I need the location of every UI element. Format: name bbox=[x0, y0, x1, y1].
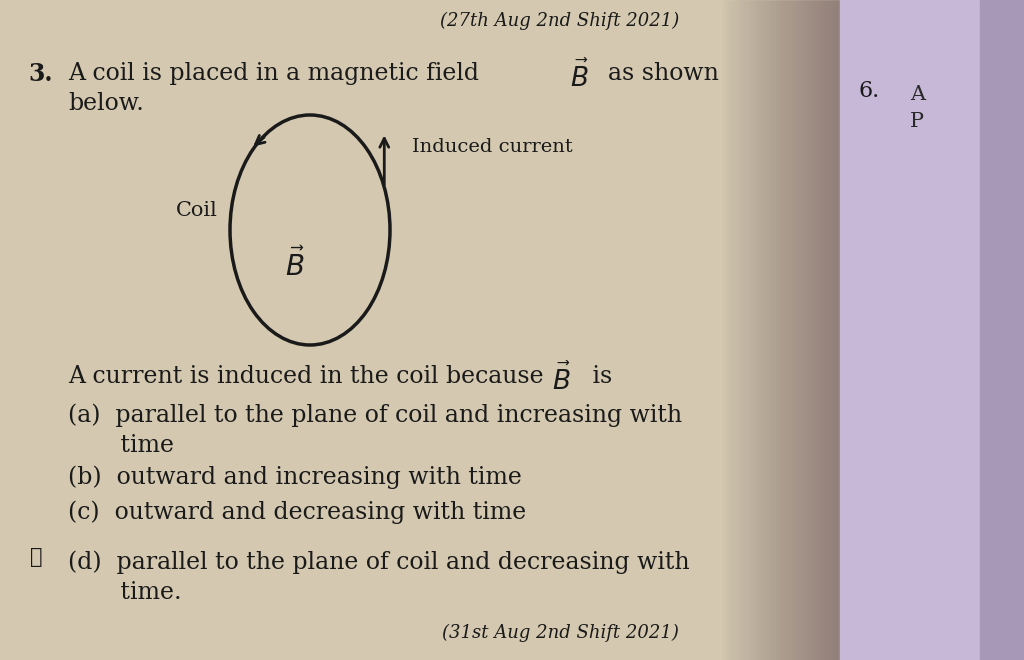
Text: $\vec{B}$: $\vec{B}$ bbox=[570, 60, 589, 92]
Text: as shown: as shown bbox=[608, 62, 719, 85]
Text: (d)  parallel to the plane of coil and decreasing with
       time.: (d) parallel to the plane of coil and de… bbox=[68, 550, 689, 604]
Text: 3.: 3. bbox=[28, 62, 52, 86]
Text: A: A bbox=[910, 85, 925, 104]
Text: (c)  outward and decreasing with time: (c) outward and decreasing with time bbox=[68, 500, 526, 523]
Text: 6.: 6. bbox=[858, 80, 880, 102]
Text: P: P bbox=[910, 112, 924, 131]
Text: (a)  parallel to the plane of coil and increasing with
       time: (a) parallel to the plane of coil and in… bbox=[68, 403, 682, 457]
Bar bbox=[0, 0, 840, 660]
Text: below.: below. bbox=[68, 92, 144, 115]
Text: (27th Aug 2nd Shift 2021): (27th Aug 2nd Shift 2021) bbox=[440, 12, 680, 30]
Text: A current is induced in the coil because: A current is induced in the coil because bbox=[68, 365, 544, 388]
Text: (b)  outward and increasing with time: (b) outward and increasing with time bbox=[68, 465, 522, 488]
Text: Induced current: Induced current bbox=[412, 139, 572, 156]
Text: A coil is placed in a magnetic field: A coil is placed in a magnetic field bbox=[68, 62, 479, 85]
Text: Coil: Coil bbox=[176, 201, 218, 220]
Bar bbox=[980, 0, 1024, 660]
Bar bbox=[840, 0, 1024, 660]
Text: ★: ★ bbox=[30, 548, 43, 567]
Text: $\vec{B}$: $\vec{B}$ bbox=[285, 248, 305, 282]
Text: $\vec{B}$: $\vec{B}$ bbox=[552, 363, 571, 395]
Text: (31st Aug 2nd Shift 2021): (31st Aug 2nd Shift 2021) bbox=[441, 624, 679, 642]
Text: is: is bbox=[585, 365, 612, 388]
